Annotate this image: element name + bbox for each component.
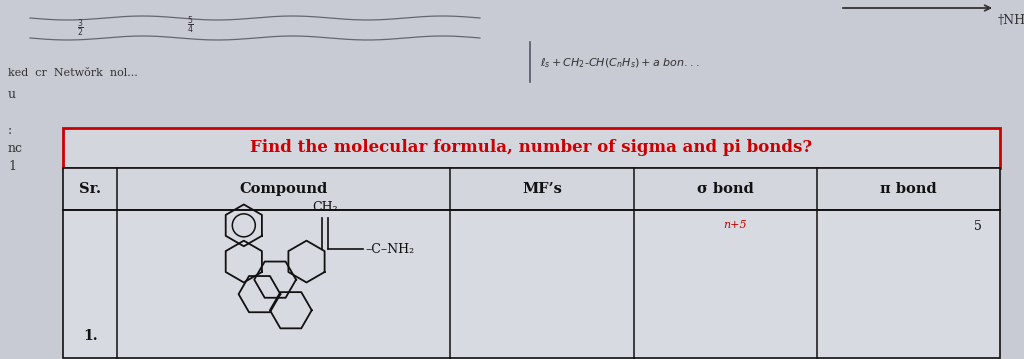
- Text: ked  cr  Netwŏrk  nol...: ked cr Netwŏrk nol...: [8, 68, 138, 78]
- Text: 1.: 1.: [83, 329, 97, 343]
- Text: Sr.: Sr.: [79, 182, 101, 196]
- Text: u: u: [8, 88, 16, 101]
- Text: $\frac{5}{4}$: $\frac{5}{4}$: [186, 14, 194, 36]
- Text: π bond: π bond: [881, 182, 937, 196]
- Text: $\ell_s + CH_2\text{-}CH(C_nH_s) + a\ bon...$: $\ell_s + CH_2\text{-}CH(C_nH_s) + a\ bo…: [540, 56, 699, 70]
- Text: nc: nc: [8, 142, 23, 155]
- Text: 1: 1: [8, 160, 16, 173]
- Text: n+5: n+5: [723, 220, 746, 230]
- Text: $\frac{3}{2}$: $\frac{3}{2}$: [77, 17, 84, 39]
- Text: σ bond: σ bond: [697, 182, 754, 196]
- Bar: [63, 168, 1000, 210]
- Text: MF’s: MF’s: [522, 182, 562, 196]
- Text: 5: 5: [974, 220, 982, 233]
- Text: CH₂: CH₂: [312, 201, 338, 214]
- Text: †NH: †NH: [998, 14, 1024, 27]
- Text: Find the molecular formula, number of sigma and pi bonds?: Find the molecular formula, number of si…: [251, 140, 813, 157]
- Text: :: :: [8, 124, 12, 137]
- Text: –C–NH₂: –C–NH₂: [366, 243, 415, 256]
- Bar: [63, 128, 1000, 168]
- Bar: [63, 210, 1000, 358]
- Text: Compound: Compound: [240, 182, 328, 196]
